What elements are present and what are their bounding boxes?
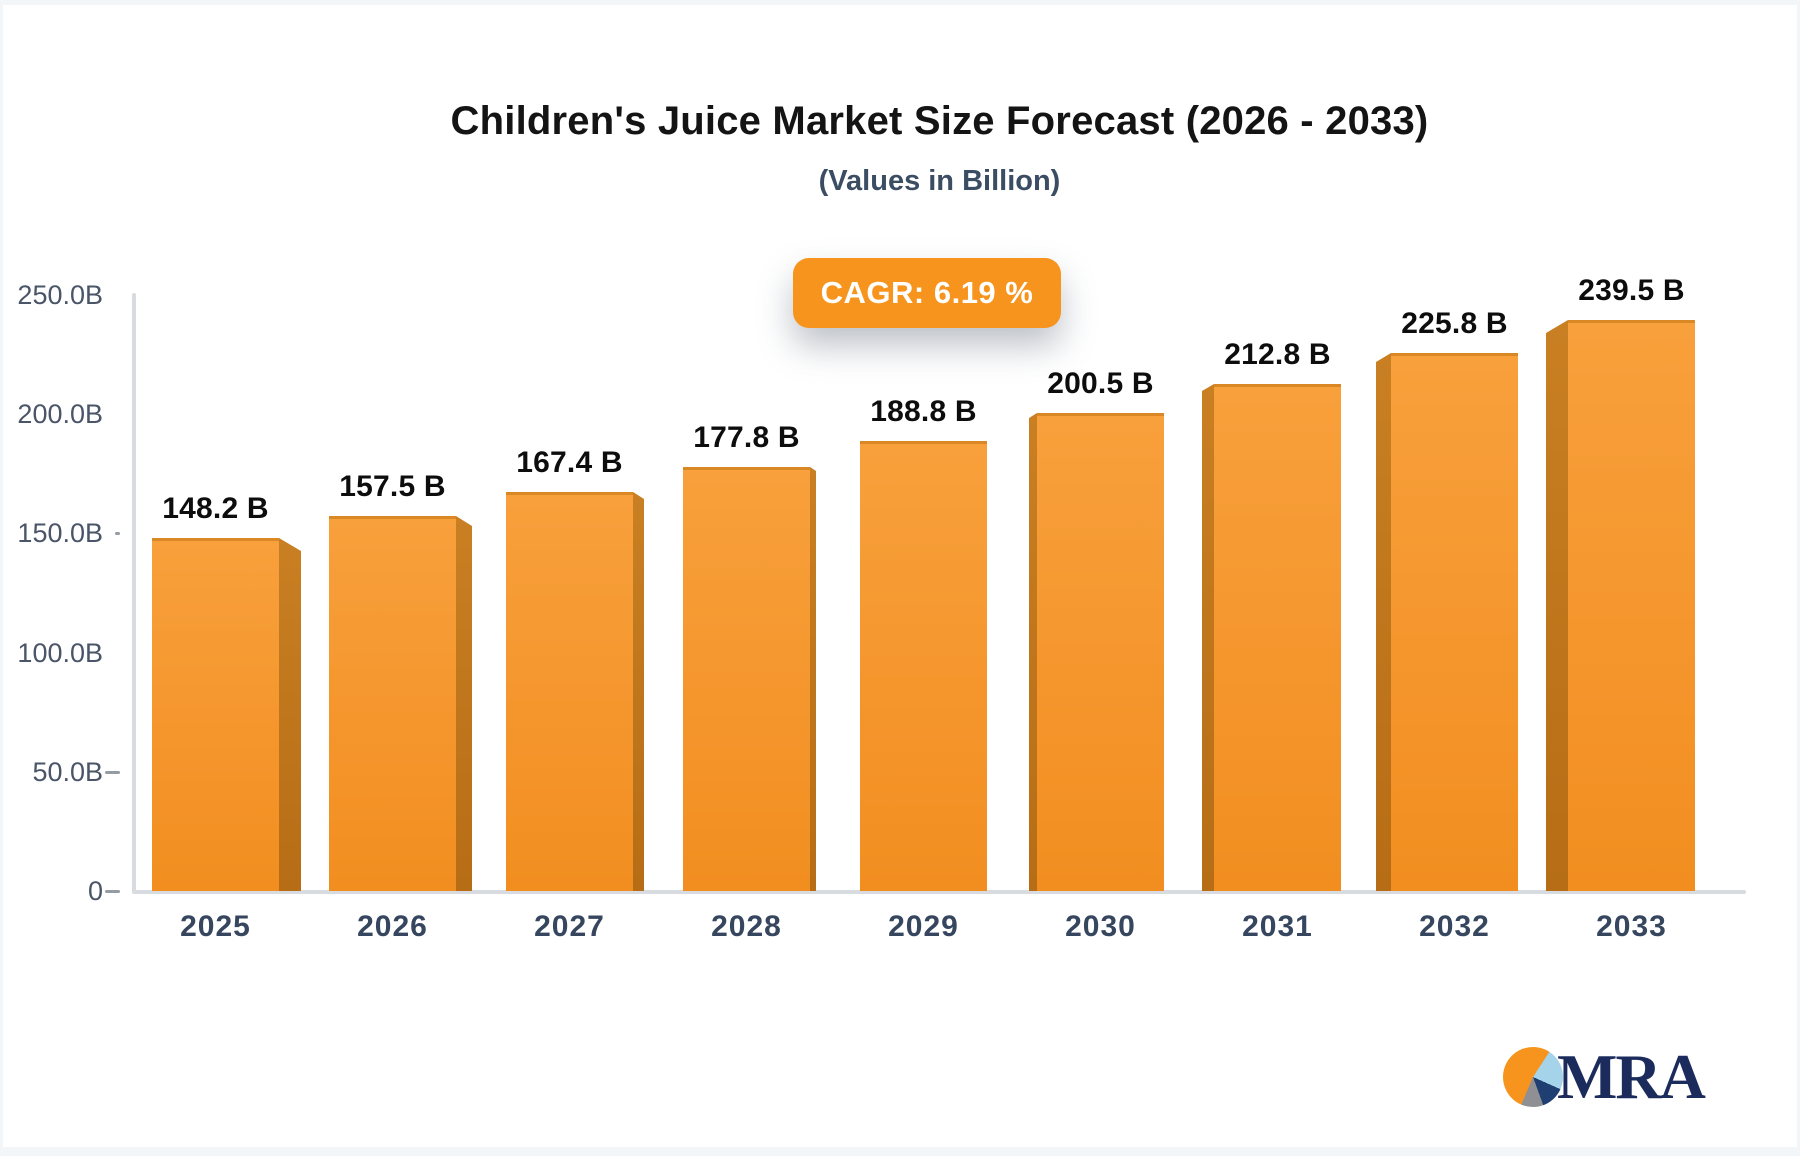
y-axis-label: 150.0B <box>17 518 103 549</box>
bar-side <box>1546 320 1568 891</box>
bar <box>329 516 472 891</box>
bar-face <box>1037 413 1164 891</box>
bar-value-label: 148.2 B <box>162 492 269 525</box>
y-axis-label: 50.0B <box>32 756 103 787</box>
x-axis-label: 2026 <box>357 910 428 943</box>
bar-value-label: 239.5 B <box>1578 274 1685 307</box>
bar-face <box>1568 320 1695 891</box>
bar-side <box>456 516 472 891</box>
bar-side <box>1376 353 1391 891</box>
pie-chart-icon <box>1503 1047 1563 1107</box>
y-axis-label: 100.0B <box>17 637 103 668</box>
bar <box>860 441 987 891</box>
bar-face <box>506 492 633 891</box>
x-axis-label: 2031 <box>1242 910 1313 943</box>
x-axis-label: 2027 <box>534 910 605 943</box>
bar-value-label: 167.4 B <box>516 446 623 479</box>
bar-value-label: 157.5 B <box>339 470 446 503</box>
y-axis-label: 250.0B <box>17 280 103 310</box>
brand-text: MRA <box>1557 1041 1706 1112</box>
x-axis-label: 2029 <box>888 910 959 943</box>
bar-face <box>860 441 987 891</box>
bar-face <box>683 467 810 891</box>
chart-card: Children's Juice Market Size Forecast (2… <box>3 5 1797 1147</box>
bar <box>152 538 301 891</box>
bar-side <box>1029 413 1037 891</box>
bar-side <box>279 538 301 891</box>
y-axis-tick <box>105 770 120 774</box>
bar-face <box>1214 384 1341 891</box>
bar-side <box>810 467 816 891</box>
bar-face <box>152 538 279 891</box>
page-title: Children's Juice Market Size Forecast (2… <box>450 99 1429 143</box>
bar-side <box>633 492 644 891</box>
x-axis-label: 2028 <box>711 910 782 943</box>
bar <box>1202 384 1341 891</box>
bar <box>683 467 816 891</box>
bar-value-label: 200.5 B <box>1047 367 1154 400</box>
bar <box>1029 413 1164 891</box>
y-axis-tick <box>105 889 120 893</box>
x-axis-label: 2025 <box>180 910 251 943</box>
bar-face <box>1391 353 1518 891</box>
x-axis-line <box>132 890 1746 894</box>
brand-logo: MRA <box>1503 1037 1723 1117</box>
bar-face <box>329 516 456 891</box>
y-axis-label: 0 <box>87 876 103 906</box>
bar <box>1376 353 1518 891</box>
cagr-badge: CAGR: 6.19 % <box>793 258 1061 328</box>
bar-value-label: 188.8 B <box>870 395 977 428</box>
page-subtitle: (Values in Billion) <box>818 165 1061 197</box>
bar <box>1546 320 1695 891</box>
y-axis-line <box>132 293 136 893</box>
bar-value-label: 225.8 B <box>1401 307 1508 340</box>
bar-value-label: 212.8 B <box>1224 338 1331 371</box>
y-axis-tick <box>115 532 120 535</box>
y-axis-label: 200.0B <box>17 399 103 430</box>
x-axis-label: 2030 <box>1065 910 1136 943</box>
x-axis-label: 2032 <box>1419 910 1490 943</box>
x-axis-label: 2033 <box>1596 910 1667 943</box>
bar <box>506 492 644 891</box>
bar-side <box>1202 384 1214 891</box>
bar-value-label: 177.8 B <box>693 421 800 454</box>
